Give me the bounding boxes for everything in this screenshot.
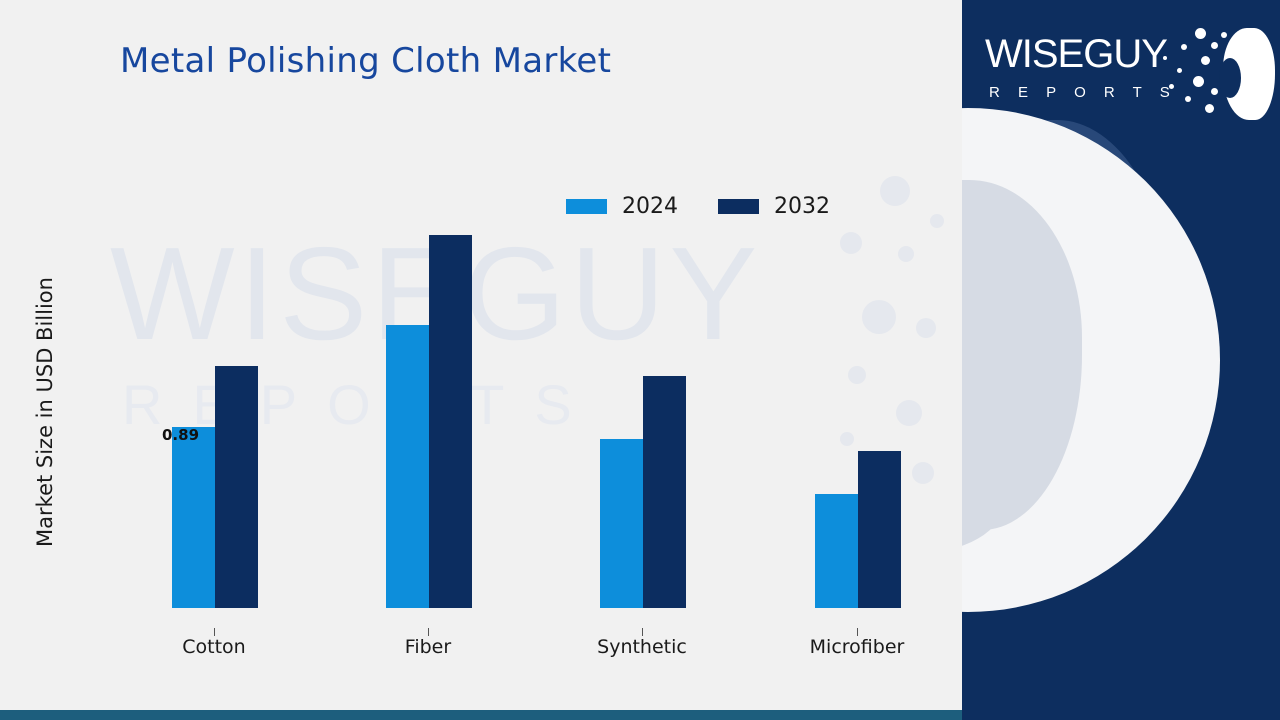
- brand-logo: WISEGUY R E P O R T S: [985, 28, 1275, 122]
- bar-microfiber-2024[interactable]: [815, 494, 858, 608]
- bar-synthetic-2032[interactable]: [643, 376, 686, 608]
- category-label-fiber: Fiber: [404, 636, 452, 658]
- logo-subtitle: R E P O R T S: [989, 84, 1177, 101]
- bar-synthetic-2024[interactable]: [600, 439, 643, 608]
- y-axis-label: Market Size in USD Billion: [33, 277, 57, 547]
- category-label-synthetic: Synthetic: [597, 636, 687, 658]
- axis-tick-fiber: [428, 628, 429, 636]
- category-label-microfiber: Microfiber: [809, 636, 905, 658]
- page-title: Metal Polishing Cloth Market: [120, 41, 612, 81]
- bar-fiber-2024[interactable]: [386, 325, 429, 608]
- bar-microfiber-2032[interactable]: [858, 451, 901, 608]
- legend-label-2032[interactable]: 2032: [774, 194, 830, 219]
- brand-panel: [962, 0, 1280, 720]
- axis-tick-cotton: [214, 628, 215, 636]
- logo-wordmark: WISEGUY: [985, 32, 1168, 76]
- bottom-accent-bar: [0, 710, 962, 720]
- bar-value-label-cotton-2024: 0.89: [162, 426, 200, 444]
- bar-fiber-2032[interactable]: [429, 235, 472, 608]
- brain-silhouette-icon: [962, 160, 1152, 560]
- logo-head-dots-icon: [1155, 26, 1275, 122]
- legend-label-2024[interactable]: 2024: [622, 194, 678, 219]
- chart-plot-area: Market Size in USD Billion 0.89 Cotton F…: [33, 194, 905, 658]
- legend-swatch-2024[interactable]: [566, 199, 607, 214]
- legend-swatch-2032[interactable]: [718, 199, 759, 214]
- category-label-cotton: Cotton: [182, 636, 246, 658]
- axis-tick-synthetic: [642, 628, 643, 636]
- bar-cotton-2024[interactable]: [172, 427, 215, 608]
- axis-tick-microfiber: [857, 628, 858, 636]
- bar-cotton-2032[interactable]: [215, 366, 258, 608]
